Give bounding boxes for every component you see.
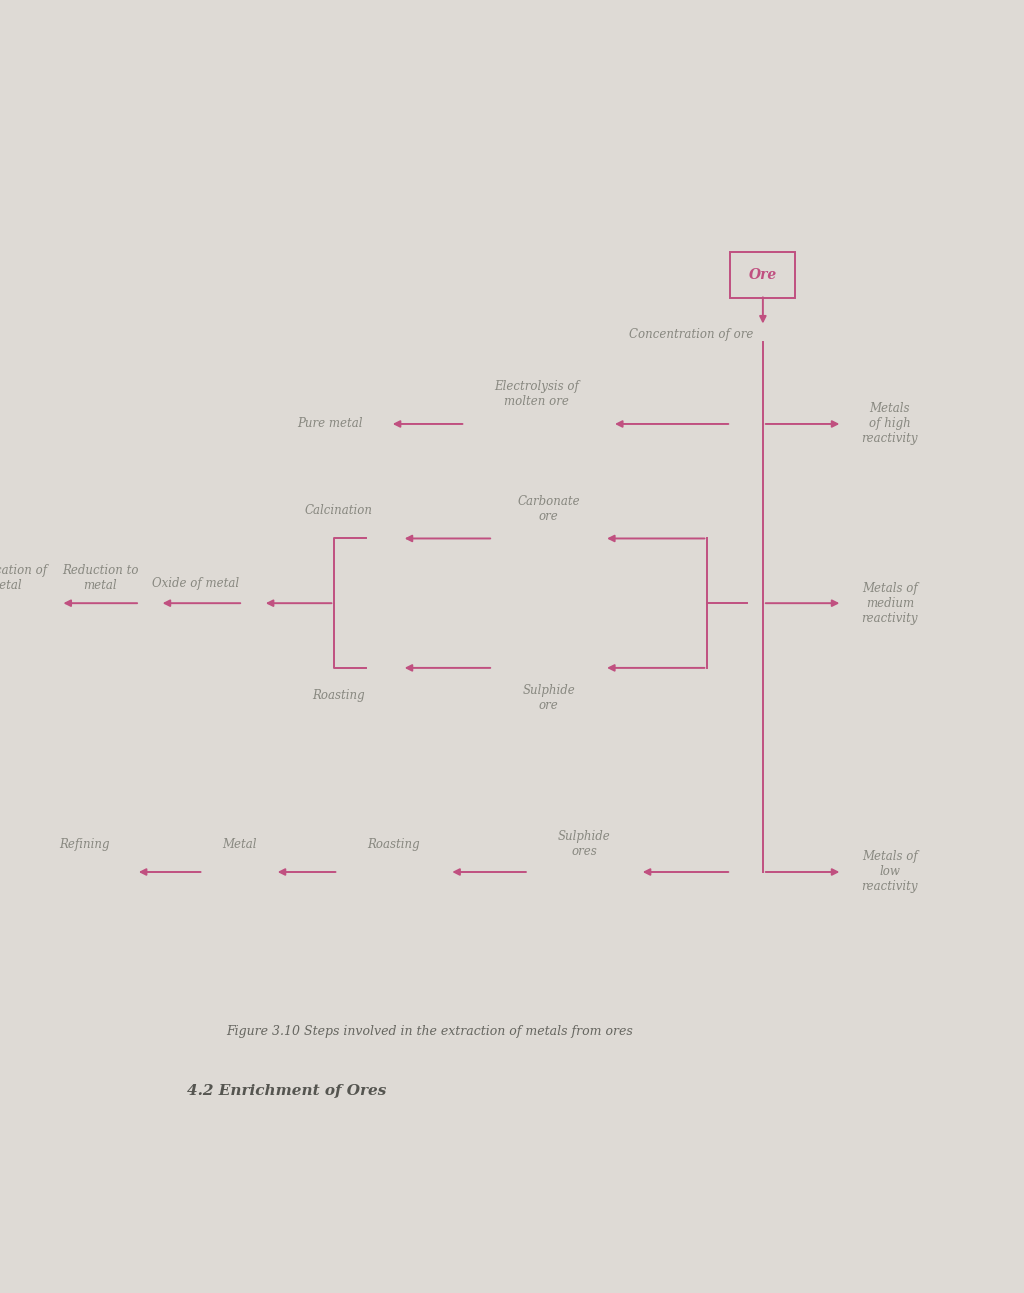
Text: Concentration of ore: Concentration of ore [630, 328, 754, 341]
FancyBboxPatch shape [730, 252, 796, 297]
Text: Ore: Ore [749, 268, 777, 282]
Text: Figure 3.10 Steps involved in the extraction of metals from ores: Figure 3.10 Steps involved in the extrac… [226, 1025, 633, 1038]
Text: Metal: Metal [222, 838, 256, 851]
Text: Metals
of high
reactivity: Metals of high reactivity [861, 402, 919, 446]
Text: Sulphide
ores: Sulphide ores [558, 830, 610, 859]
Text: Metals of
low
reactivity: Metals of low reactivity [861, 851, 919, 893]
Text: Carbonate
ore: Carbonate ore [517, 495, 580, 522]
Text: Sulphide
ore: Sulphide ore [522, 684, 575, 711]
Text: Calcination: Calcination [304, 504, 373, 517]
Text: Roasting: Roasting [368, 838, 420, 851]
Text: Oxide of metal: Oxide of metal [152, 577, 239, 590]
Text: Roasting: Roasting [312, 689, 365, 702]
Text: Reduction to
metal: Reduction to metal [62, 564, 138, 592]
Text: Metals of
medium
reactivity: Metals of medium reactivity [861, 582, 919, 625]
Text: Electrolysis of
molten ore: Electrolysis of molten ore [495, 380, 580, 409]
Text: Pure metal: Pure metal [298, 418, 364, 431]
Text: Refining: Refining [59, 838, 110, 851]
Text: 4.2 Enrichment of Ores: 4.2 Enrichment of Ores [187, 1084, 386, 1098]
Text: Purification of
metal: Purification of metal [0, 564, 47, 592]
